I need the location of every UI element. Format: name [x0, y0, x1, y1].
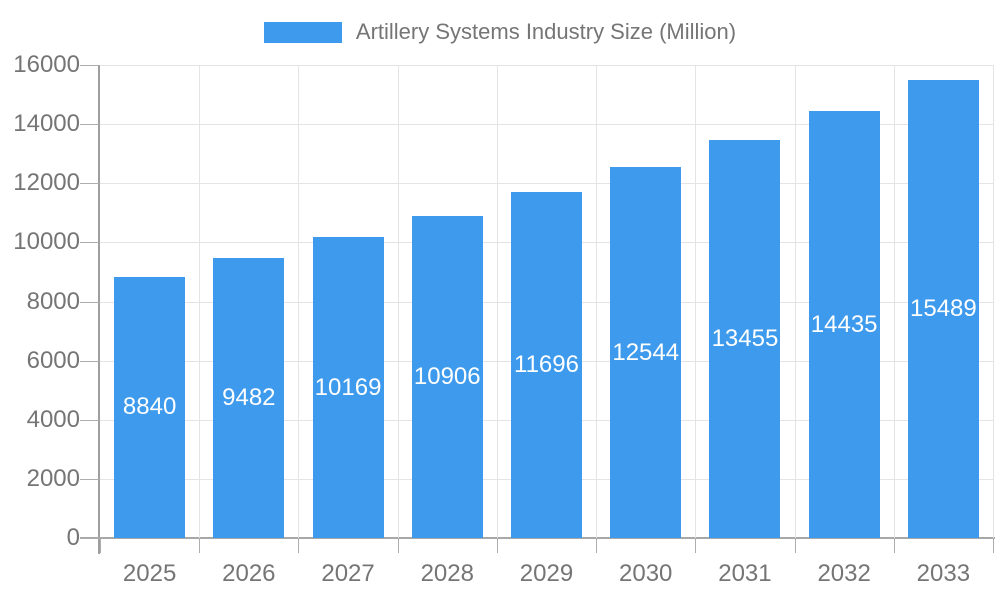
y-gridline: [100, 183, 993, 185]
y-axis-tick: [80, 242, 99, 244]
plot-area: 8840 9482 10169 10906 11696 12544 13455 14435 15…: [100, 65, 994, 538]
bar-2027[interactable]: 10169: [312, 237, 384, 538]
y-axis-tick: [80, 183, 99, 185]
x-axis-tick-label: 2030: [619, 560, 673, 587]
x-axis-tick: [397, 538, 399, 553]
x-axis-tick: [596, 538, 598, 553]
x-axis-tick: [199, 538, 201, 553]
x-gridline: [695, 65, 696, 538]
bar-2028[interactable]: 10906: [411, 215, 483, 538]
bar-value-label: 11696: [514, 351, 579, 379]
y-axis-tick: [80, 419, 99, 421]
x-gridline: [199, 65, 200, 538]
x-axis-tick: [496, 538, 498, 553]
y-axis-line: [98, 65, 100, 554]
x-axis-tick-label: 2028: [420, 560, 474, 587]
x-gridline: [398, 65, 399, 538]
y-axis-tick: [80, 65, 99, 66]
bar-value-label: 14435: [810, 310, 878, 338]
bar-2029[interactable]: 11696: [511, 192, 582, 538]
x-axis-tick-label: 2031: [718, 560, 772, 587]
legend[interactable]: Artillery Systems Industry Size (Million…: [0, 14, 1000, 50]
legend-swatch: [263, 21, 342, 43]
bar-2025[interactable]: 8840: [114, 276, 186, 538]
y-axis-tick-label: 6000: [26, 346, 80, 374]
x-gridline: [298, 65, 299, 538]
bar-value-label: 13455: [711, 325, 779, 353]
y-axis-tick-label: 16000: [13, 51, 80, 78]
x-axis-tick-label: 2032: [817, 560, 871, 587]
bar-value-label: 12544: [612, 338, 680, 366]
x-gridline: [795, 65, 796, 538]
bar-2033[interactable]: 15489: [907, 80, 979, 538]
bar-value-label: 15489: [910, 295, 977, 323]
x-axis-tick-label: 2029: [519, 560, 574, 587]
bar-2032[interactable]: 14435: [808, 111, 880, 538]
x-axis-tick: [893, 538, 895, 553]
y-axis-tick-label: 4000: [26, 405, 80, 433]
bar-2030[interactable]: 12544: [610, 167, 682, 538]
x-axis-line: [80, 537, 995, 539]
x-axis-tick-label: 2027: [321, 560, 375, 587]
bar-2026[interactable]: 9482: [213, 257, 285, 538]
x-axis-tick: [695, 538, 697, 553]
y-axis-tick-label: 2000: [26, 464, 80, 492]
y-axis-tick: [80, 538, 99, 539]
x-axis-tick: [298, 538, 300, 553]
x-axis-tick-label: 2026: [222, 560, 276, 587]
y-gridline: [100, 65, 993, 66]
x-gridline: [497, 65, 498, 538]
y-gridline: [100, 124, 993, 126]
x-gridline: [596, 65, 597, 538]
x-axis-tick-label: 2025: [122, 560, 177, 587]
y-axis-tick-label: 0: [66, 524, 80, 551]
bar-value-label: 10169: [314, 373, 382, 401]
y-axis-tick: [80, 124, 99, 126]
bar-value-label: 10906: [413, 362, 481, 390]
x-axis-tick: [993, 538, 994, 553]
y-axis-tick: [80, 478, 99, 480]
y-axis-tick-label: 12000: [13, 169, 80, 197]
bar-2031[interactable]: 13455: [709, 140, 781, 538]
bar-value-label: 8840: [122, 393, 177, 421]
y-axis-tick-label: 10000: [13, 228, 80, 256]
y-axis-tick-label: 14000: [13, 110, 80, 138]
y-axis-tick: [80, 360, 99, 362]
y-axis-tick-label: 8000: [26, 287, 80, 315]
x-axis-tick: [100, 538, 101, 553]
x-gridline: [993, 65, 994, 538]
legend-label: Artillery Systems Industry Size (Million…: [355, 19, 737, 44]
x-axis-tick-label: 2033: [916, 560, 971, 587]
y-axis-tick: [80, 301, 99, 303]
bar-value-label: 9482: [222, 383, 276, 411]
x-gridline: [894, 65, 895, 538]
x-axis-tick: [794, 538, 796, 553]
